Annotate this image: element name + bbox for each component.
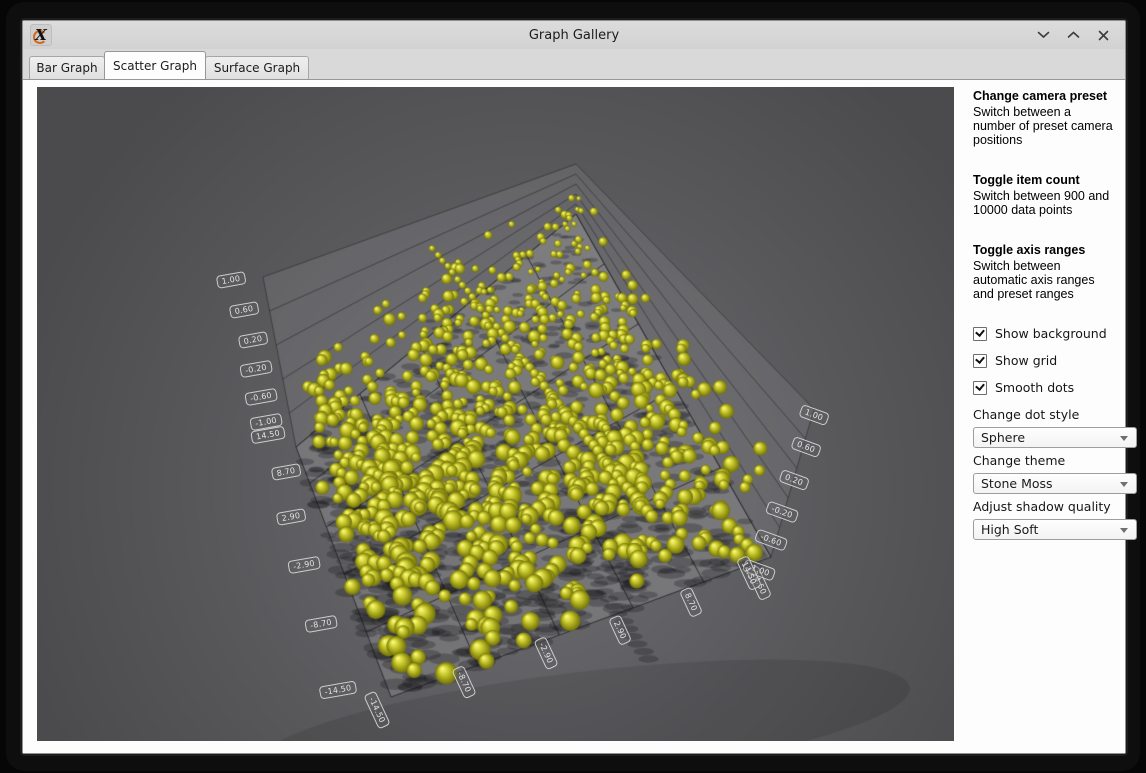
command-button-title: Toggle axis ranges (973, 243, 1086, 257)
chevron-down-icon (1120, 436, 1128, 441)
window-controls (1035, 21, 1111, 49)
app-window: X Graph Gallery Bar Graph Scatter Graph … (22, 20, 1137, 754)
toggle-item-count-button[interactable]: Toggle item count Switch between 900 and… (973, 173, 1123, 217)
content-pane: 1.00 0.60 0.20 -0.20 -0.60 -1.00 14.50 8.70 2.90… (23, 79, 1137, 753)
checkbox-indicator (973, 381, 987, 395)
checkbox-label: Smooth dots (995, 380, 1075, 395)
change-camera-preset-button[interactable]: Change camera preset Switch between a nu… (973, 89, 1123, 147)
toggle-axis-ranges-button[interactable]: Toggle axis ranges Switch between automa… (973, 243, 1123, 301)
tab-bar: Bar Graph Scatter Graph Surface Graph (23, 49, 1125, 79)
shadow-quality-label: Adjust shadow quality (973, 499, 1111, 514)
scatter-3d-view: 1.00 0.60 0.20 -0.20 -0.60 -1.00 14.50 8.70 2.90… (37, 87, 954, 741)
checkbox-show-grid[interactable]: Show grid (973, 354, 1138, 368)
checkbox-indicator (973, 327, 987, 341)
tab-scatter-graph[interactable]: Scatter Graph (104, 51, 206, 79)
checkbox-label: Show background (995, 326, 1107, 341)
command-button-description: Switch between 900 and 10000 data points (973, 189, 1110, 217)
minimize-button[interactable] (1035, 27, 1051, 43)
chevron-up-icon (1067, 31, 1079, 38)
title-bar[interactable]: X Graph Gallery (23, 21, 1125, 50)
control-panel: Change camera preset Switch between a nu… (973, 80, 1138, 540)
dot-style-select[interactable]: Sphere (973, 427, 1137, 448)
chevron-down-icon (1120, 528, 1128, 533)
scatter-3d-canvas[interactable] (37, 87, 954, 741)
command-button-title: Toggle item count (973, 173, 1080, 187)
select-value: Stone Moss (981, 476, 1053, 491)
close-icon (1098, 30, 1108, 40)
dot-style-label: Change dot style (973, 407, 1080, 422)
chevron-down-icon (1037, 31, 1049, 39)
theme-label: Change theme (973, 453, 1066, 468)
close-button[interactable] (1095, 27, 1111, 43)
tab-surface-graph[interactable]: Surface Graph (205, 56, 309, 79)
checkbox-indicator (973, 354, 987, 368)
checkbox-smooth-dots[interactable]: Smooth dots (973, 381, 1138, 395)
checkbox-show-background[interactable]: Show background (973, 327, 1138, 341)
select-value: High Soft (981, 522, 1039, 537)
command-button-description: Switch between automatic axis ranges and… (973, 259, 1095, 301)
shadow-quality-select[interactable]: High Soft (973, 519, 1137, 540)
chevron-down-icon (1120, 482, 1128, 487)
tab-bar-graph[interactable]: Bar Graph (29, 56, 105, 79)
select-value: Sphere (981, 430, 1026, 445)
checkbox-label: Show grid (995, 353, 1058, 368)
command-button-title: Change camera preset (973, 89, 1108, 103)
command-button-description: Switch between a number of preset camera… (973, 105, 1113, 147)
theme-select[interactable]: Stone Moss (973, 473, 1137, 494)
window-title: Graph Gallery (528, 27, 620, 43)
app-icon: X (30, 24, 52, 46)
maximize-button[interactable] (1065, 27, 1081, 43)
